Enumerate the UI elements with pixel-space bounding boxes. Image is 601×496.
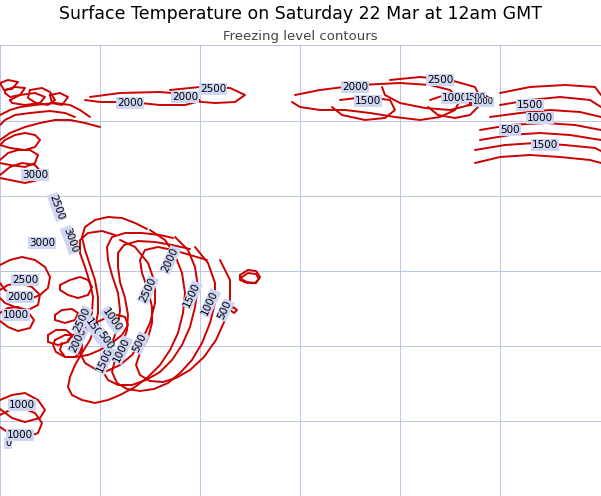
Text: 500: 500 <box>96 329 115 351</box>
Text: 1500: 1500 <box>84 316 106 344</box>
Text: 1000: 1000 <box>472 98 493 107</box>
Text: Surface Temperature on Saturday 22 Mar at 12am GMT: Surface Temperature on Saturday 22 Mar a… <box>59 5 542 23</box>
Text: 500: 500 <box>500 125 520 135</box>
Text: 2500: 2500 <box>48 193 66 221</box>
Text: 2000: 2000 <box>68 326 88 354</box>
Text: 2000: 2000 <box>7 292 33 302</box>
Text: 2500: 2500 <box>138 276 158 304</box>
Text: 1500: 1500 <box>95 346 115 374</box>
Text: 3000: 3000 <box>61 226 79 254</box>
Text: 2000: 2000 <box>160 246 180 274</box>
Text: 1500: 1500 <box>182 281 202 309</box>
Text: 2500: 2500 <box>427 75 453 85</box>
Text: Freezing level contours: Freezing level contours <box>223 30 378 44</box>
Text: 1500: 1500 <box>355 96 381 106</box>
Text: 2500: 2500 <box>12 275 38 285</box>
Text: 1500: 1500 <box>517 100 543 110</box>
Text: 3000: 3000 <box>29 238 55 248</box>
Text: 1000: 1000 <box>7 430 33 440</box>
Text: 1000: 1000 <box>112 336 132 364</box>
Text: 0: 0 <box>5 438 11 448</box>
Text: 2000: 2000 <box>342 82 368 92</box>
Text: 1000: 1000 <box>200 289 220 317</box>
Text: 2000: 2000 <box>117 98 143 108</box>
Text: 500: 500 <box>132 332 148 354</box>
Text: 1000: 1000 <box>100 307 124 334</box>
Text: 1500: 1500 <box>465 92 486 102</box>
Text: 1000: 1000 <box>527 113 553 123</box>
Text: 1000: 1000 <box>3 310 29 320</box>
Text: 1500: 1500 <box>532 140 558 150</box>
Text: 500: 500 <box>216 299 234 321</box>
Text: 1000: 1000 <box>442 93 468 103</box>
Text: 2500: 2500 <box>200 84 226 94</box>
Text: 1000: 1000 <box>9 400 35 410</box>
Text: 2000: 2000 <box>172 92 198 102</box>
Text: 2500: 2500 <box>72 306 92 334</box>
Text: 3000: 3000 <box>22 170 48 180</box>
